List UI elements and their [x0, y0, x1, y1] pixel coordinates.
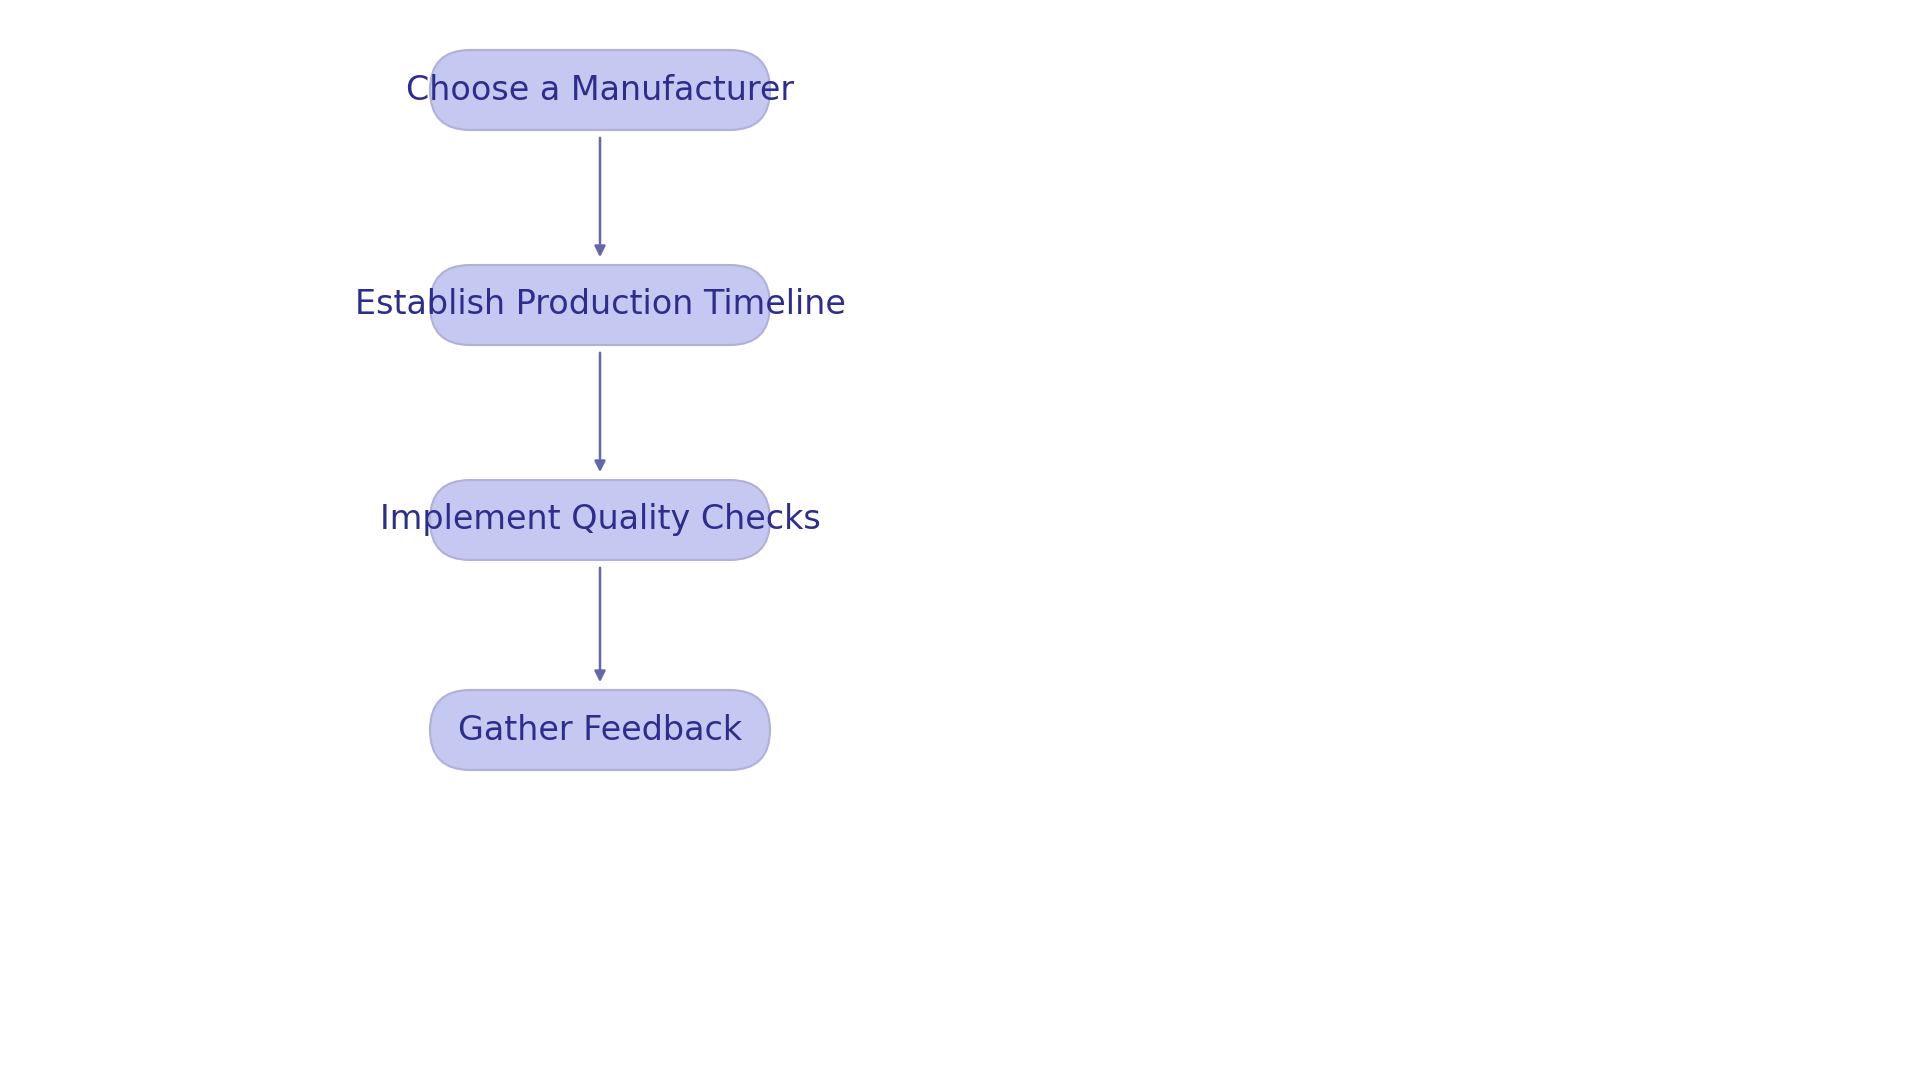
Text: Establish Production Timeline: Establish Production Timeline	[355, 288, 845, 322]
FancyBboxPatch shape	[430, 480, 770, 560]
Text: Gather Feedback: Gather Feedback	[459, 714, 741, 746]
Text: Choose a Manufacturer: Choose a Manufacturer	[405, 74, 795, 106]
Text: Implement Quality Checks: Implement Quality Checks	[380, 504, 820, 536]
FancyBboxPatch shape	[430, 265, 770, 345]
FancyBboxPatch shape	[430, 690, 770, 770]
FancyBboxPatch shape	[430, 50, 770, 130]
